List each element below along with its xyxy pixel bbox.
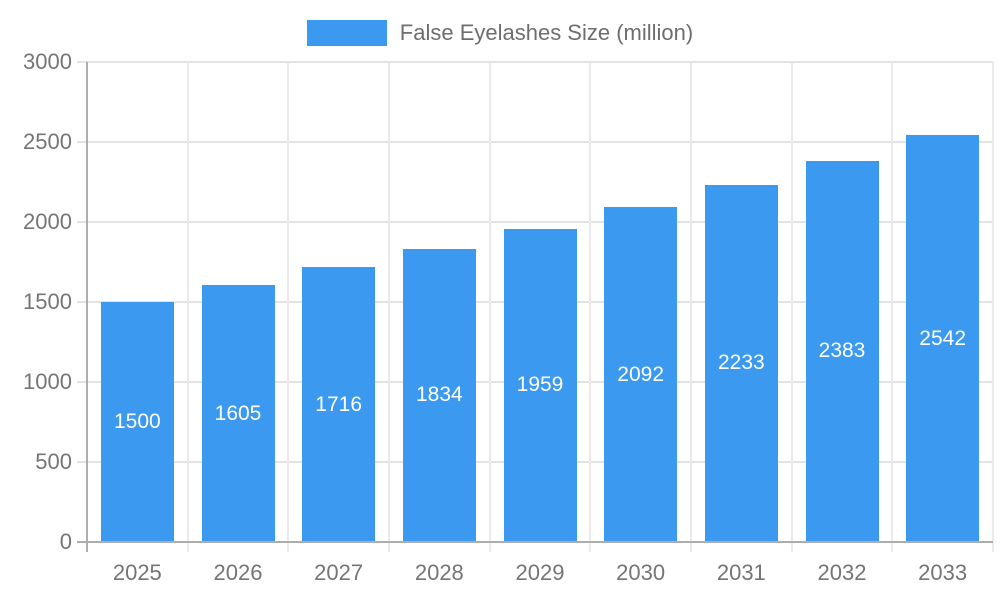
bar-value-label: 2233 [717, 351, 765, 375]
legend-item[interactable]: False Eyelashes Size (million) [0, 20, 1000, 46]
bar[interactable]: 2542 [906, 135, 980, 542]
h-gridline [77, 61, 993, 63]
x-tick-label: 2033 [918, 560, 968, 585]
bar[interactable]: 1834 [402, 248, 476, 542]
y-tick-label: 500 [35, 449, 72, 474]
bar-value-label: 2092 [617, 362, 665, 386]
y-tick-label: 1000 [23, 369, 72, 394]
y-tick-label: 2500 [23, 129, 72, 154]
bar-value-label: 1716 [315, 392, 363, 416]
x-axis-line [77, 541, 993, 543]
bar-value-label: 1500 [113, 410, 161, 433]
x-tick-label: 2031 [716, 560, 766, 585]
legend-label: False Eyelashes Size (million) [399, 20, 694, 45]
y-axis-line [86, 62, 88, 552]
y-tick-label: 0 [59, 529, 72, 554]
bar[interactable]: 1716 [302, 267, 376, 542]
bar-value-label: 1605 [214, 401, 262, 425]
legend-swatch [306, 20, 387, 46]
bar-value-label: 2542 [919, 326, 967, 350]
x-tick-label: 2028 [414, 560, 464, 585]
x-tick-label: 2025 [112, 560, 162, 585]
v-gridline [690, 62, 692, 552]
bar[interactable]: 1500 [100, 302, 174, 542]
h-gridline [77, 141, 993, 143]
x-tick-label: 2026 [213, 560, 263, 585]
bar[interactable]: 2233 [704, 184, 778, 542]
h-gridline [77, 221, 993, 223]
bar[interactable]: 2383 [805, 160, 879, 542]
v-gridline [790, 62, 793, 552]
bar[interactable]: 1959 [503, 228, 577, 542]
bar-value-label: 1959 [516, 373, 564, 397]
x-tick-label: 2032 [817, 560, 867, 585]
v-gridline [388, 62, 390, 552]
y-tick-label: 2000 [23, 209, 72, 234]
y-tick-label: 3000 [23, 49, 72, 74]
v-gridline [186, 62, 189, 552]
y-tick-label: 1500 [23, 289, 72, 314]
bar[interactable]: 2092 [604, 207, 678, 542]
v-gridline [287, 62, 290, 552]
v-gridline [891, 62, 894, 552]
x-tick-label: 2027 [314, 560, 364, 585]
x-tick-label: 2029 [515, 560, 565, 585]
bar-value-label: 2383 [818, 339, 866, 363]
v-gridline [992, 62, 994, 552]
v-gridline [488, 62, 491, 552]
bar[interactable]: 1605 [201, 285, 275, 542]
x-tick-label: 2030 [616, 560, 666, 585]
bar-value-label: 1834 [415, 383, 463, 407]
v-gridline [589, 62, 592, 552]
